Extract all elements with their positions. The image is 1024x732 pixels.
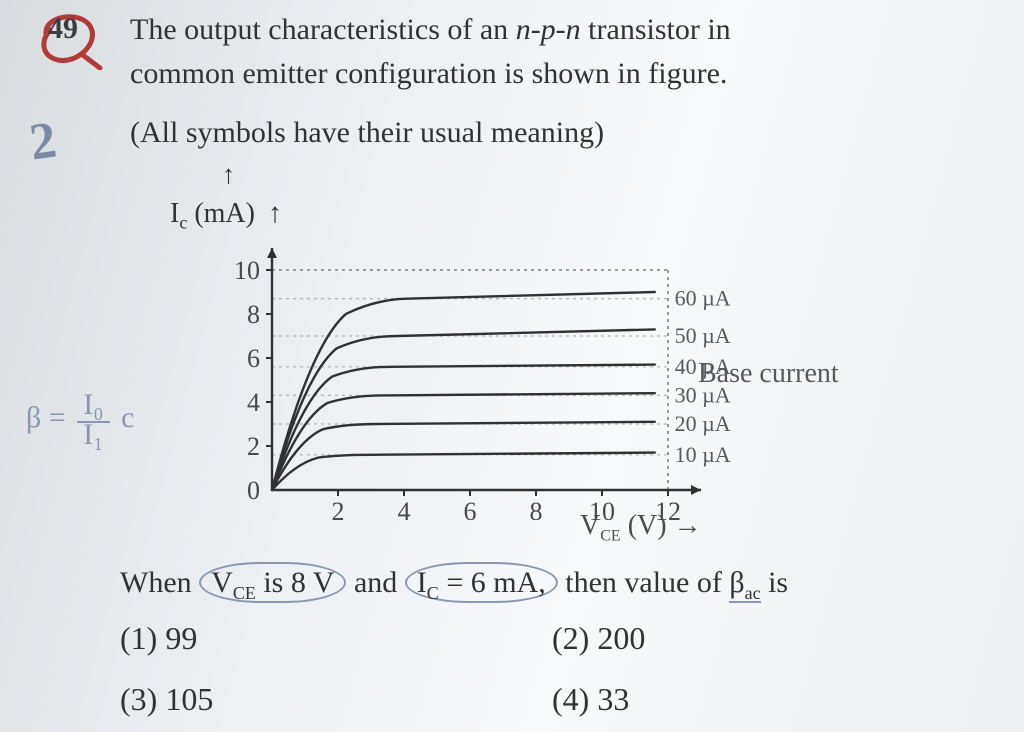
option-1: (1) 99 [120, 620, 552, 657]
question-number-badge: 49 [34, 6, 104, 70]
opt3-v: 105 [165, 681, 213, 717]
hw-eq: = [41, 401, 73, 434]
page: 49 The output characteristics of an n-p-… [0, 0, 1024, 732]
svg-text:8: 8 [247, 300, 260, 329]
beta-sub: ac [745, 583, 761, 603]
xlab-unit: (V) → [621, 510, 702, 541]
handwritten-2: 2 [26, 110, 60, 172]
x-axis-label: VCE (V) → [580, 510, 702, 546]
base-current-label: Base current [698, 358, 839, 390]
xlab-sub: CE [600, 528, 620, 545]
vce-v: V [211, 566, 233, 599]
when-line: When VCE is 8 V and IC = 6 mA, then valu… [120, 566, 788, 604]
vce-sub: CE [233, 583, 256, 603]
ic-i: I [417, 566, 427, 599]
question-text: The output characteristics of an n-p-n t… [130, 8, 984, 95]
q-line1-it: n-p-n [516, 13, 581, 46]
question-note: (All symbols have their usual meaning) [130, 116, 604, 150]
hw-frac-den: I₁ [77, 418, 109, 451]
hw-beta: β [26, 401, 41, 434]
q-line1-b: transistor in [581, 13, 731, 46]
svg-text:8: 8 [530, 497, 543, 520]
svg-text:10: 10 [234, 256, 260, 285]
hw-frac: I₀ I₁ [77, 390, 109, 450]
opt3-n: (3) [120, 681, 157, 717]
xlab-v: V [580, 510, 600, 541]
vce-circled: VCE is 8 V [199, 562, 346, 603]
when-prefix: When [120, 566, 199, 599]
opt4-n: (4) [552, 681, 589, 717]
up-arrow-icon: ↑ [222, 160, 235, 190]
svg-text:6: 6 [464, 497, 477, 520]
when-and: and [346, 566, 404, 599]
q-line2: common emitter configuration is shown in… [130, 57, 727, 90]
svg-text:60 µA: 60 µA [675, 286, 731, 311]
opt1-v: 99 [165, 620, 197, 656]
svg-text:50 µA: 50 µA [675, 323, 731, 348]
option-4: (4) 33 [552, 681, 984, 718]
when-then: then value of [558, 566, 730, 599]
opt2-n: (2) [552, 620, 589, 656]
svg-text:4: 4 [247, 388, 260, 417]
ic-after: = 6 mA, [439, 566, 546, 599]
opt1-n: (1) [120, 620, 157, 656]
handwritten-beta-equation: β = I₀ I₁ c [26, 390, 134, 450]
ic-sub: C [427, 583, 439, 603]
opt4-v: 33 [597, 681, 629, 717]
svg-text:2: 2 [247, 432, 260, 461]
output-characteristics-chart: 24681002468101210 µA20 µA30 µA40 µA50 µA… [200, 210, 760, 520]
svg-text:20 µA: 20 µA [675, 411, 731, 436]
beta-ac: βac [729, 566, 760, 603]
hw-tail: c [114, 401, 135, 434]
svg-text:0: 0 [247, 476, 260, 505]
beta: β [729, 566, 744, 599]
opt2-v: 200 [597, 620, 645, 656]
svg-text:10 µA: 10 µA [675, 442, 731, 467]
ylab-i: I [170, 198, 179, 229]
svg-text:4: 4 [398, 497, 411, 520]
question-number: 49 [48, 12, 78, 46]
options-grid: (1) 99 (2) 200 (3) 105 (4) 33 [120, 620, 984, 718]
option-3: (3) 105 [120, 681, 552, 718]
svg-text:2: 2 [332, 497, 345, 520]
option-2: (2) 200 [552, 620, 984, 657]
q-line1-a: The output characteristics of an [130, 13, 516, 46]
when-is: is [761, 566, 789, 599]
ic-circled: IC = 6 mA, [405, 562, 558, 603]
vce-after: is 8 V [256, 566, 335, 599]
svg-text:6: 6 [247, 344, 260, 373]
